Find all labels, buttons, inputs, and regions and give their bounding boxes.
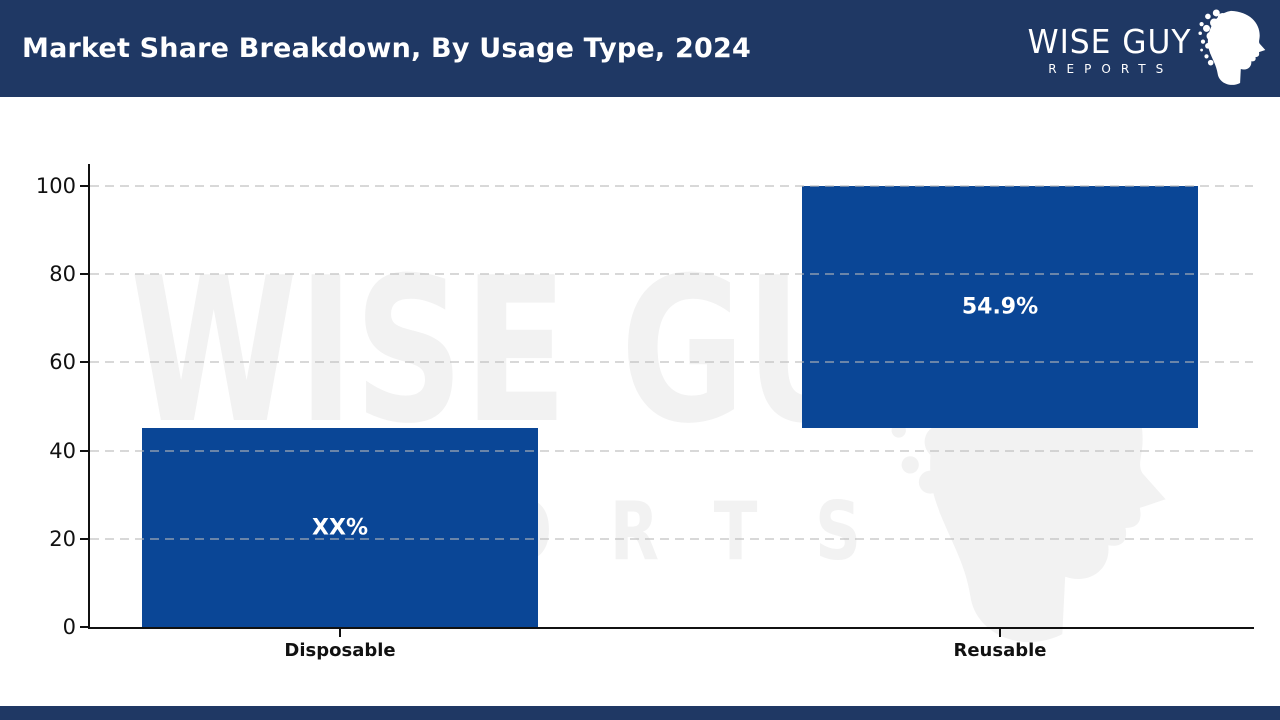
y-tick-label-0: 0: [62, 615, 76, 639]
x-category-label-disposable: Disposable: [284, 640, 396, 661]
gridline-100: [90, 185, 1253, 187]
gridline-40: [90, 449, 1253, 452]
dotted-face-icon: [1198, 8, 1266, 85]
bar-reusable: [802, 186, 1198, 429]
y-tick-label-80: 80: [49, 262, 76, 287]
y-tick-80: [80, 273, 88, 276]
bar-value-label-reusable: 54.9%: [961, 294, 1039, 320]
gridline-80: [90, 273, 1253, 276]
header-bar: Market Share Breakdown, By Usage Type, 2…: [0, 0, 1280, 97]
gridline-60: [90, 361, 1253, 364]
gridline-20: [90, 537, 1253, 540]
y-tick-label-40: 40: [49, 438, 76, 463]
bar-disposable: [142, 428, 538, 627]
logo-wordmark: WISE GUY: [1028, 21, 1192, 61]
chart-title: Market Share Breakdown, By Usage Type, 2…: [22, 33, 751, 64]
x-axis-line: [88, 627, 1254, 629]
y-tick-label-20: 20: [49, 526, 76, 551]
y-axis-line: [88, 164, 90, 629]
bar-value-label-disposable: XX%: [312, 515, 368, 541]
y-tick-20: [80, 537, 88, 540]
footer-bar: [0, 706, 1280, 720]
wise-guy-reports-logo: WISE GUY REPORTS: [1019, 7, 1266, 91]
logo-subtitle: REPORTS: [1048, 61, 1174, 76]
x-tick-disposable: [339, 629, 341, 637]
y-tick-60: [80, 361, 88, 364]
y-tick-label-100: 100: [35, 174, 76, 198]
y-tick-0: [80, 626, 88, 628]
y-tick-40: [80, 449, 88, 452]
y-tick-100: [80, 185, 88, 187]
logo-text: WISE GUY REPORTS: [1019, 22, 1192, 76]
x-tick-reusable: [999, 629, 1001, 637]
x-category-label-reusable: Reusable: [953, 640, 1047, 661]
y-tick-label-60: 60: [49, 350, 76, 375]
